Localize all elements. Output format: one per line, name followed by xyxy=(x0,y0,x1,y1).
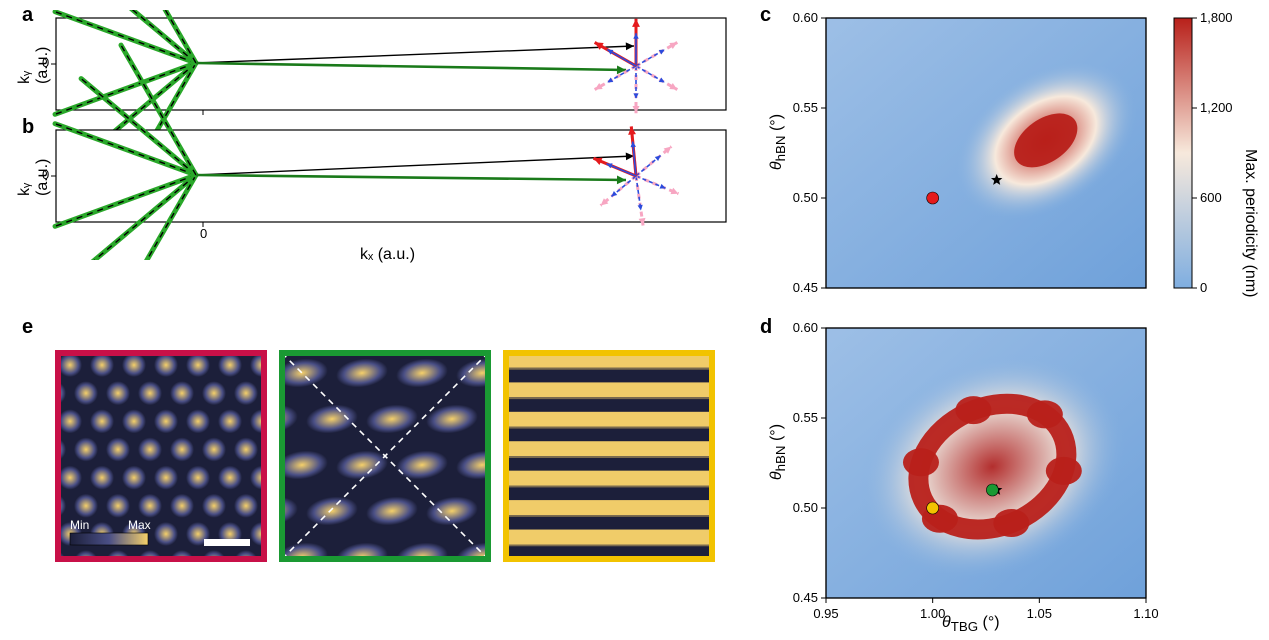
svg-text:600: 600 xyxy=(1200,190,1222,205)
svg-text:0.45: 0.45 xyxy=(793,590,818,605)
y-axis-label-a: kᵧ (a.u.) xyxy=(16,68,52,84)
figure-root: a b c d e kᵧ (a.u.) kᵧ (a.u.) 0 0 0 kₓ (… xyxy=(0,0,1269,640)
panel-e-tile xyxy=(506,353,712,559)
svg-text:0.55: 0.55 xyxy=(793,410,818,425)
dot-marker xyxy=(986,484,998,496)
panel-letter-e: e xyxy=(22,316,33,339)
svg-text:0.60: 0.60 xyxy=(793,10,818,25)
ytick-b-0: 0 xyxy=(42,167,49,182)
svg-text:0.50: 0.50 xyxy=(793,500,818,515)
ytick-a-0: 0 xyxy=(42,55,49,70)
svg-text:1,800: 1,800 xyxy=(1200,10,1233,25)
y-axis-label-c: θhBN (°) xyxy=(768,150,788,170)
scalebar xyxy=(204,539,250,546)
svg-text:0.95: 0.95 xyxy=(813,606,838,621)
svg-text:1,200: 1,200 xyxy=(1200,100,1233,115)
cmap-max: Max xyxy=(128,518,151,532)
panel-letter-b: b xyxy=(22,116,34,139)
dot-marker xyxy=(927,192,939,204)
panel-ab-svg xyxy=(48,10,768,260)
dot-marker xyxy=(927,502,939,514)
svg-text:1.05: 1.05 xyxy=(1027,606,1052,621)
svg-text:0.60: 0.60 xyxy=(793,320,818,335)
panel-c-svg: 0.45 0.50 0.55 0.60 0 600 1,200 1,800 xyxy=(790,10,1260,310)
x-axis-label-ab: kₓ (a.u.) xyxy=(360,246,415,264)
panel-d-svg: 0.951.001.051.100.450.500.550.60 xyxy=(790,320,1260,640)
y-axis-label-b: kᵧ (a.u.) xyxy=(16,180,52,196)
svg-text:0.55: 0.55 xyxy=(793,100,818,115)
svg-text:0.45: 0.45 xyxy=(793,280,818,295)
svg-text:1.10: 1.10 xyxy=(1133,606,1158,621)
svg-text:0.50: 0.50 xyxy=(793,190,818,205)
xtick-0: 0 xyxy=(200,226,207,241)
cmap-min: Min xyxy=(70,518,89,532)
cbar-label: Max. periodicity (nm) xyxy=(1241,149,1259,169)
panel-letter-d: d xyxy=(760,316,772,339)
y-axis-label-d: θhBN (°) xyxy=(768,460,788,480)
x-axis-label-d: θTBG (°) xyxy=(942,614,1000,634)
panel-letter-a: a xyxy=(22,4,33,27)
panel-e-svg: Min Max xyxy=(50,345,750,625)
svg-text:0: 0 xyxy=(1200,280,1207,295)
